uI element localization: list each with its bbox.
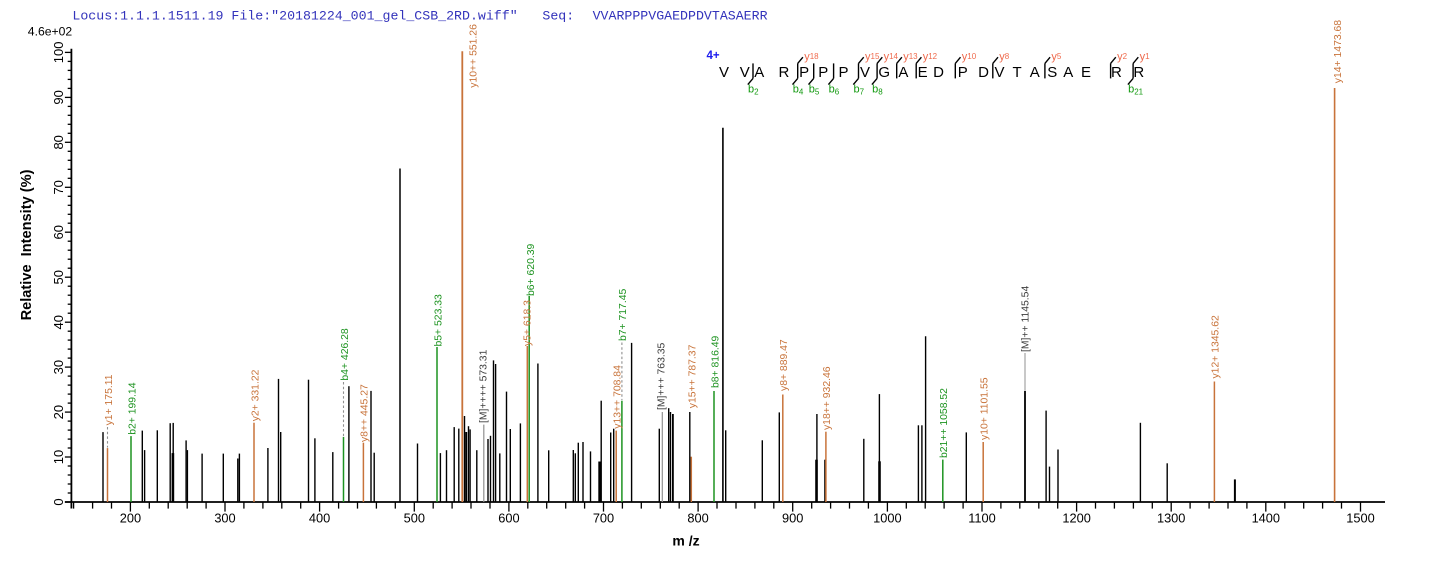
svg-text:A: A	[1030, 64, 1040, 81]
svg-text:y1+ 175.11: y1+ 175.11	[104, 374, 115, 425]
svg-text:b2: b2	[748, 84, 759, 97]
svg-text:P: P	[958, 64, 968, 81]
svg-text:V: V	[860, 64, 870, 81]
svg-text:b8+ 816.49: b8+ 816.49	[710, 335, 721, 388]
svg-text:800: 800	[687, 511, 708, 526]
svg-text:100: 100	[51, 42, 66, 64]
svg-text:y14: y14	[884, 51, 899, 63]
svg-text:50: 50	[51, 270, 66, 284]
svg-text:y8+ 889.47: y8+ 889.47	[779, 339, 790, 391]
svg-text:y8++ 445.27: y8++ 445.27	[360, 384, 371, 442]
svg-text:y10: y10	[962, 51, 977, 63]
svg-text:b21++ 1058.52: b21++ 1058.52	[939, 388, 950, 458]
svg-text:Locus:1.1.1.1511.19 File:"2018: Locus:1.1.1.1511.19 File:"20181224_001_g…	[72, 9, 517, 24]
svg-text:b7: b7	[854, 84, 865, 97]
svg-text:60: 60	[51, 225, 66, 239]
svg-text:D: D	[978, 64, 989, 81]
svg-text:[M]+++ 763.35: [M]+++ 763.35	[657, 342, 668, 410]
svg-text:P: P	[799, 64, 809, 81]
svg-text:70: 70	[51, 180, 66, 194]
svg-text:700: 700	[593, 511, 614, 526]
svg-text:A: A	[754, 64, 764, 81]
svg-text:y5+ 618.3: y5+ 618.3	[523, 300, 534, 346]
svg-text:40: 40	[51, 315, 66, 329]
svg-text:E: E	[918, 64, 928, 81]
svg-text:b6+ 620.39: b6+ 620.39	[526, 243, 537, 296]
svg-text:b4: b4	[793, 84, 804, 97]
svg-text:V: V	[994, 64, 1004, 81]
svg-text:200: 200	[120, 511, 141, 526]
svg-text:0: 0	[51, 498, 66, 505]
svg-text:[M]++ 1145.54: [M]++ 1145.54	[1021, 286, 1032, 352]
svg-text:y12+ 1345.62: y12+ 1345.62	[1211, 315, 1222, 378]
svg-text:y8: y8	[999, 51, 1010, 63]
svg-text:y2+ 331.22: y2+ 331.22	[250, 369, 261, 421]
svg-text:y10++ 551.26: y10++ 551.26	[469, 24, 480, 88]
svg-text:1500: 1500	[1346, 511, 1374, 526]
svg-text:S: S	[1047, 64, 1057, 81]
svg-text:900: 900	[782, 511, 803, 526]
svg-text:b5+ 523.33: b5+ 523.33	[433, 294, 444, 347]
svg-text:[M]++++ 573.31: [M]++++ 573.31	[479, 349, 490, 423]
svg-text:1100: 1100	[968, 511, 996, 526]
svg-text:20: 20	[51, 405, 66, 419]
svg-text:600: 600	[498, 511, 519, 526]
svg-text:400: 400	[309, 511, 330, 526]
svg-text:4+: 4+	[707, 50, 720, 62]
svg-text:V: V	[740, 64, 750, 81]
svg-text:30: 30	[51, 360, 66, 374]
svg-text:y10+ 1101.55: y10+ 1101.55	[980, 377, 991, 440]
svg-text:P: P	[838, 64, 848, 81]
svg-text:1300: 1300	[1157, 511, 1185, 526]
svg-text:10: 10	[51, 450, 66, 464]
svg-text:Relative Intensity (%): Relative Intensity (%)	[19, 169, 35, 320]
svg-text:m /z: m /z	[672, 533, 699, 549]
svg-text:y13++ 708.84: y13++ 708.84	[613, 365, 624, 429]
svg-text:b21: b21	[1128, 84, 1144, 97]
svg-text:y1: y1	[1140, 51, 1151, 63]
svg-text:R: R	[1133, 64, 1144, 81]
svg-text:b6: b6	[829, 84, 840, 97]
svg-text:A: A	[898, 64, 908, 81]
svg-text:y15: y15	[865, 51, 880, 63]
svg-text:A: A	[1063, 64, 1073, 81]
svg-text:y2: y2	[1117, 51, 1128, 63]
svg-text:y12: y12	[923, 51, 938, 63]
svg-text:y13: y13	[903, 51, 918, 63]
svg-text:1200: 1200	[1062, 511, 1090, 526]
svg-text:y5: y5	[1051, 51, 1062, 63]
svg-text:E: E	[1081, 64, 1091, 81]
svg-text:V: V	[719, 64, 729, 81]
svg-text:y18++ 932.46: y18++ 932.46	[822, 366, 833, 430]
svg-text:80: 80	[51, 135, 66, 149]
svg-text:P: P	[818, 64, 828, 81]
svg-text:1000: 1000	[873, 511, 901, 526]
svg-text:y18: y18	[804, 51, 819, 63]
svg-text:b8: b8	[872, 84, 883, 97]
svg-text:R: R	[1111, 64, 1122, 81]
svg-text:VVARPPPVGAEDPDVTASAERR: VVARPPPVGAEDPDVTASAERR	[593, 9, 768, 24]
svg-text:y14+ 1473.68: y14+ 1473.68	[1333, 20, 1344, 83]
svg-text:90: 90	[51, 90, 66, 104]
svg-text:G: G	[878, 64, 890, 81]
svg-text:500: 500	[404, 511, 425, 526]
svg-text:b5: b5	[809, 84, 820, 97]
svg-text:300: 300	[214, 511, 235, 526]
svg-text:Seq:: Seq:	[542, 9, 574, 24]
svg-text:b7+ 717.45: b7+ 717.45	[618, 288, 629, 341]
svg-text:R: R	[778, 64, 789, 81]
svg-text:T: T	[1013, 64, 1022, 81]
svg-text:b2+ 199.14: b2+ 199.14	[127, 382, 138, 435]
svg-text:1400: 1400	[1252, 511, 1280, 526]
svg-text:b4+ 426.28: b4+ 426.28	[340, 328, 351, 381]
svg-text:D: D	[933, 64, 944, 81]
svg-text:y15++ 787.37: y15++ 787.37	[688, 344, 699, 408]
svg-text:4.6e+02: 4.6e+02	[28, 25, 73, 39]
